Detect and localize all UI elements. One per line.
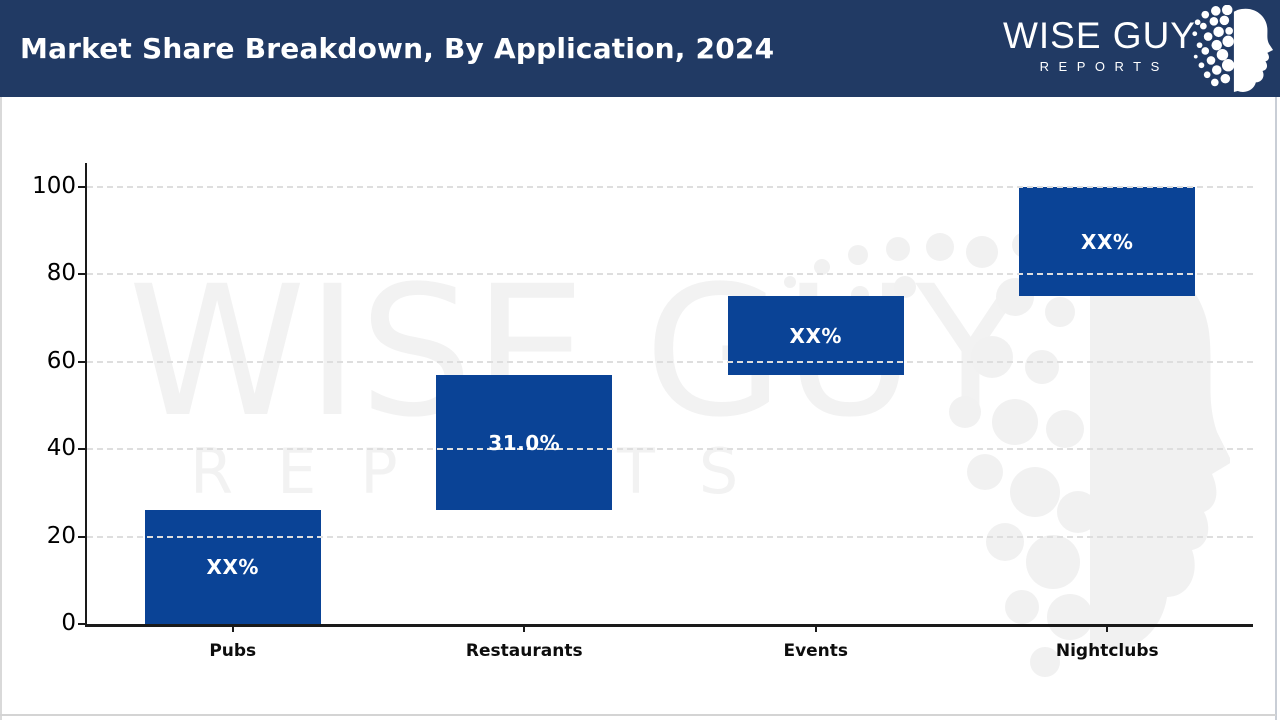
category-label-events: Events <box>783 641 849 661</box>
y-tick-label: 0 <box>61 610 76 636</box>
window-edge-bottom <box>0 714 1276 716</box>
brand-wordmark-line1: WISE GUY <box>1002 15 1196 56</box>
y-gridline <box>87 535 1253 538</box>
y-gridline <box>87 360 1253 363</box>
brand-wordmark-line2: REPORTS <box>1039 59 1169 74</box>
y-tick-label: 20 <box>46 522 76 549</box>
bar-value-label: 31.0% <box>488 430 561 455</box>
brand-head-icon <box>1192 5 1274 92</box>
y-tick-label: 40 <box>46 435 76 462</box>
category-label-nightclubs: Nightclubs <box>1055 641 1159 661</box>
y-tick-mark <box>78 448 86 451</box>
category-label-restaurants: Restaurants <box>465 641 583 661</box>
x-tick-mark <box>1106 624 1109 632</box>
y-tick-mark <box>78 360 86 363</box>
window-edge-right <box>1275 97 1277 720</box>
bar-restaurants <box>436 375 612 510</box>
bar-value-label: XX% <box>206 555 259 580</box>
chart-canvas: WISE GUY REPORTS 020406080100XX%Pubs31.0… <box>0 97 1280 720</box>
x-tick-mark <box>231 624 234 632</box>
brand-wordmark: WISE GUY REPORTS <box>1002 15 1196 75</box>
y-tick-mark <box>78 535 86 538</box>
y-tick-mark <box>78 186 86 188</box>
bar-value-label: XX% <box>1081 229 1134 254</box>
brand-logo: WISE GUY REPORTS <box>1003 0 1276 97</box>
x-tick-mark <box>523 624 526 632</box>
y-tick-mark <box>78 623 86 625</box>
y-tick-label: 100 <box>32 173 76 199</box>
x-axis-spine <box>85 624 1253 627</box>
bar-pubs <box>145 510 321 624</box>
y-axis-spine <box>85 163 87 627</box>
y-gridline <box>87 186 1253 188</box>
header-bar: Market Share Breakdown, By Application, … <box>0 0 1280 97</box>
y-gridline <box>87 448 1253 451</box>
y-tick-mark <box>78 273 86 276</box>
window-edge-left <box>0 97 2 720</box>
page-title: Market Share Breakdown, By Application, … <box>20 32 775 65</box>
bar-nightclubs <box>1019 187 1195 296</box>
y-tick-label: 60 <box>46 347 76 374</box>
y-tick-label: 80 <box>46 260 76 287</box>
category-label-pubs: Pubs <box>209 641 257 661</box>
waterfall-chart: 0 20 40 60 80 100 XX% Pubs 31.0% Restaurants XX% Ev… <box>0 97 1280 720</box>
y-gridline <box>87 273 1253 276</box>
x-tick-mark <box>814 624 817 632</box>
bar-value-label: XX% <box>789 323 842 348</box>
